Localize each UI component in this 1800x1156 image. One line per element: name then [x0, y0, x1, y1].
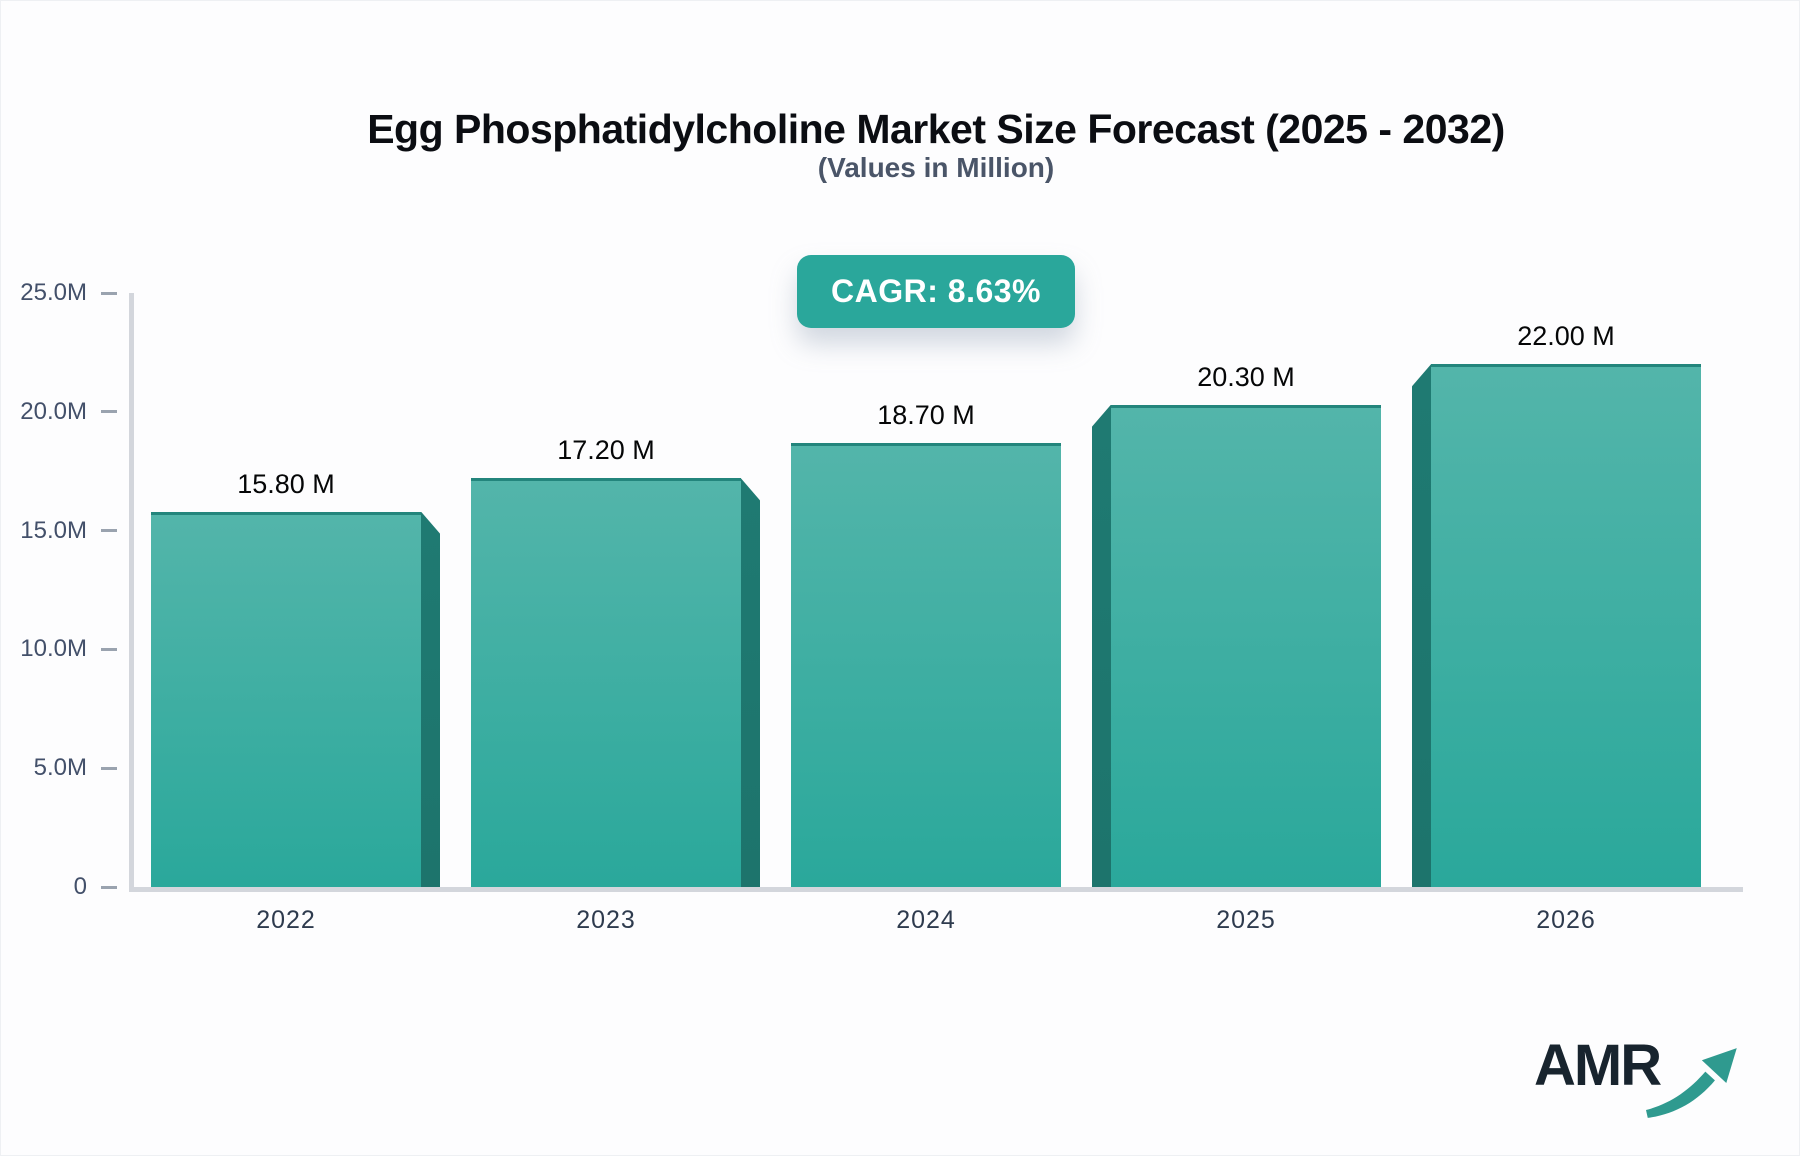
bar-value-label-2025: 20.30 M: [1197, 361, 1295, 392]
amr-logo: AMR: [1534, 1035, 1742, 1125]
x-axis-label-2022: 2022: [256, 906, 316, 934]
chart-title: Egg Phosphatidylcholine Market Size Fore…: [367, 106, 1505, 152]
bar-2026: [1431, 364, 1701, 887]
y-axis-tick: [101, 410, 117, 414]
logo-arrow-icon: [1646, 1048, 1737, 1118]
bar-2025: [1111, 404, 1381, 887]
cagr-badge: CAGR: 8.63%: [797, 255, 1075, 328]
bar-value-label-2023: 17.20 M: [557, 435, 655, 466]
bar-2023: [471, 478, 741, 887]
x-axis-label-2025: 2025: [1216, 906, 1276, 934]
y-axis-label-0: 0: [73, 873, 87, 900]
cagr-badge-label: CAGR: 8.63%: [831, 273, 1041, 309]
y-axis-label-15.0M: 15.0M: [20, 516, 87, 544]
x-axis-line: [129, 887, 1743, 892]
x-axis-label-2023: 2023: [576, 906, 636, 934]
y-axis-tick: [101, 647, 117, 651]
y-axis-line: [129, 293, 134, 892]
bar-2024: [791, 442, 1061, 887]
x-axis-label-2024: 2024: [896, 906, 956, 934]
bar-3d-side-2023: [741, 478, 760, 887]
y-axis-tick: [101, 885, 117, 889]
bar-3d-side-2026: [1412, 364, 1431, 887]
y-axis-label-20.0M: 20.0M: [20, 397, 87, 425]
y-axis-tick: [101, 529, 117, 533]
y-axis-tick: [101, 766, 117, 770]
amr-logo-text: AMR: [1534, 1033, 1662, 1098]
y-axis-label-5.0M: 5.0M: [33, 754, 87, 782]
y-axis-label-25.0M: 25.0M: [20, 279, 87, 306]
bar-value-label-2022: 15.80 M: [237, 468, 335, 499]
y-axis-label-10.0M: 10.0M: [20, 635, 87, 663]
bar-2022: [151, 511, 421, 887]
x-axis-label-2026: 2026: [1536, 906, 1596, 934]
bar-value-label-2026: 22.00 M: [1517, 321, 1615, 352]
bar-value-label-2024: 18.70 M: [877, 399, 975, 430]
bar-3d-side-2025: [1092, 404, 1111, 887]
chart-subtitle: (Values in Million): [817, 152, 1055, 183]
bar-3d-side-2022: [421, 511, 440, 887]
y-axis-tick: [101, 291, 117, 295]
